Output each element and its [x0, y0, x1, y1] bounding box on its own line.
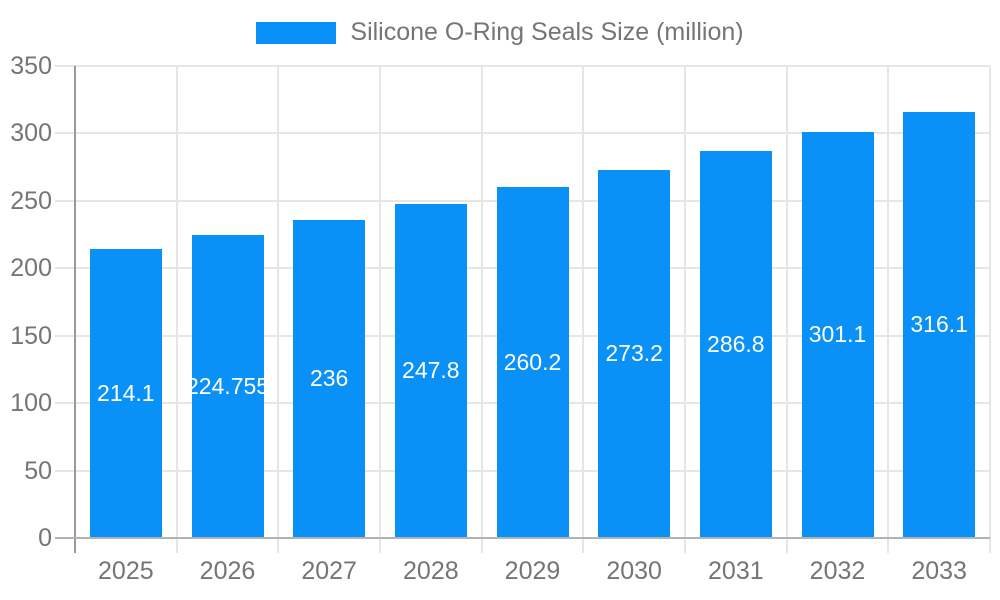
legend-label: Silicone O-Ring Seals Size (million)	[350, 18, 744, 46]
bar-value-label: 247.8	[402, 357, 460, 384]
bar-2033[interactable]: 316.1	[903, 111, 976, 538]
bar-2030[interactable]: 273.2	[598, 169, 671, 538]
x-gridline	[480, 66, 483, 553]
bar-2028[interactable]: 247.8	[394, 203, 467, 538]
bar-2029[interactable]: 260.2	[496, 187, 569, 538]
y-tick-label: 100	[10, 389, 52, 418]
bar-value-label: 273.2	[605, 340, 663, 367]
x-gridline	[277, 66, 280, 553]
y-tick-label: 300	[10, 119, 52, 148]
x-tick-label: 2026	[199, 557, 256, 585]
x-tick-label: 2032	[809, 557, 866, 585]
bar-2027[interactable]: 236	[293, 219, 366, 538]
x-tick-label: 2031	[708, 557, 764, 585]
x-tick-label: 2029	[504, 557, 561, 585]
bar-2032[interactable]: 301.1	[801, 131, 874, 538]
y-tick-label: 350	[10, 52, 52, 80]
x-axis-baseline	[55, 537, 990, 539]
bar-value-label: 286.8	[707, 331, 765, 358]
x-tick-label: 2033	[911, 557, 967, 585]
y-tick-label: 200	[10, 254, 52, 283]
y-tick-label: 0	[38, 524, 52, 552]
y-tick-label: 250	[10, 186, 52, 215]
x-gridline	[175, 66, 178, 553]
x-gridline	[887, 66, 890, 553]
x-tick-label: 2025	[98, 557, 154, 585]
y-axis-line	[74, 66, 76, 553]
legend[interactable]: Silicone O-Ring Seals Size (million)	[0, 18, 1000, 47]
bar-value-label: 301.1	[808, 321, 867, 348]
bar-value-label: 224.755	[185, 372, 270, 399]
y-tick-label: 50	[24, 456, 52, 485]
x-gridline	[379, 66, 381, 553]
bar-value-label: 260.2	[503, 349, 562, 376]
x-gridline	[582, 66, 585, 553]
x-tick-label: 2030	[606, 557, 662, 585]
bar-value-label: 316.1	[910, 311, 968, 338]
legend-swatch	[256, 21, 337, 44]
x-tick-label: 2027	[301, 557, 357, 585]
bar-2025[interactable]: 214.1	[89, 249, 162, 538]
bar-value-label: 214.1	[97, 380, 155, 407]
x-tick-label: 2028	[403, 557, 459, 585]
y-tick-label: 150	[10, 321, 52, 350]
y-gridline	[55, 132, 990, 135]
x-gridline	[785, 66, 788, 553]
x-gridline	[989, 66, 991, 553]
bar-value-label: 236	[309, 365, 349, 392]
bar-2031[interactable]: 286.8	[699, 151, 772, 538]
bar-2026[interactable]: 224.755	[186, 234, 269, 538]
x-gridline	[684, 66, 686, 553]
y-gridline	[55, 65, 990, 67]
